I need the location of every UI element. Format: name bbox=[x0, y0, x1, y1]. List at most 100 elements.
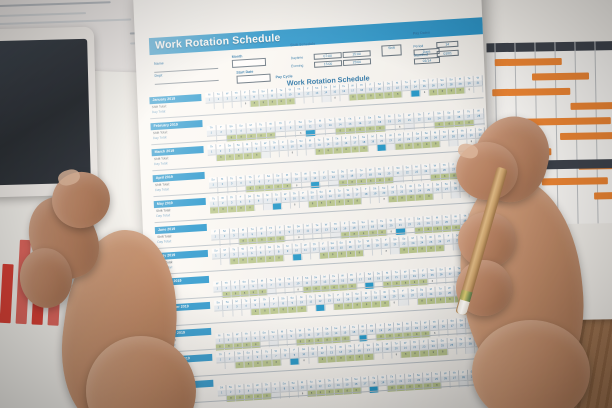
schedule-cell[interactable]: 8 bbox=[393, 91, 403, 98]
schedule-cell[interactable] bbox=[391, 247, 401, 254]
schedule-cell[interactable] bbox=[254, 204, 264, 211]
schedule-cell[interactable]: 8 bbox=[410, 350, 421, 357]
schedule-cell[interactable]: 8 bbox=[319, 252, 329, 259]
shift-code-box[interactable]: Shift bbox=[381, 44, 402, 57]
schedule-cell[interactable] bbox=[364, 249, 374, 256]
shift-daytime-end[interactable]: 15:00 bbox=[342, 50, 371, 59]
schedule-cell[interactable]: 8 bbox=[342, 146, 352, 153]
schedule-cell[interactable]: 8 bbox=[236, 205, 247, 212]
schedule-cell[interactable]: 8 bbox=[424, 193, 435, 200]
schedule-cell[interactable]: 8 bbox=[239, 257, 249, 264]
schedule-cell[interactable] bbox=[270, 151, 280, 158]
schedule-cell[interactable] bbox=[399, 299, 409, 306]
schedule-cell[interactable] bbox=[368, 144, 379, 152]
schedule-cell[interactable]: 8 bbox=[259, 99, 269, 106]
schedule-cell[interactable]: 8 bbox=[359, 145, 370, 152]
schedule-cell[interactable]: 8 bbox=[318, 356, 328, 363]
schedule-cell[interactable]: 8 bbox=[422, 141, 432, 148]
schedule-cell[interactable]: 8 bbox=[390, 299, 400, 307]
schedule-cell[interactable]: 8 bbox=[406, 194, 417, 201]
schedule-cell[interactable]: 8 bbox=[371, 301, 382, 308]
schedule-cell[interactable] bbox=[386, 143, 397, 150]
schedule-cell[interactable]: 8 bbox=[456, 87, 466, 94]
schedule-cell[interactable] bbox=[313, 96, 323, 103]
schedule-cell[interactable] bbox=[232, 101, 242, 108]
shift-daytime-start[interactable]: 07:00 bbox=[313, 52, 342, 60]
schedule-cell[interactable] bbox=[433, 193, 443, 200]
schedule-cell[interactable]: 8 bbox=[234, 153, 244, 160]
schedule-cell[interactable]: 8 bbox=[392, 351, 402, 358]
schedule-cell[interactable]: 8 bbox=[260, 308, 271, 315]
schedule-cell[interactable] bbox=[371, 196, 381, 204]
schedule-cell[interactable] bbox=[299, 201, 309, 208]
schedule-cell[interactable]: 8 bbox=[333, 147, 343, 154]
pay-start-value[interactable]: 01/01 bbox=[436, 49, 459, 58]
schedule-cell[interactable]: 8 bbox=[241, 100, 251, 107]
schedule-cell[interactable] bbox=[225, 362, 236, 369]
schedule-cell[interactable] bbox=[242, 309, 252, 316]
schedule-cell[interactable] bbox=[223, 310, 234, 317]
schedule-cell[interactable]: 8 bbox=[247, 256, 258, 263]
schedule-cell[interactable]: 8 bbox=[348, 94, 359, 101]
schedule-cell[interactable]: 8 bbox=[343, 302, 354, 309]
schedule-cell[interactable]: 8 bbox=[395, 143, 405, 150]
schedule-cell[interactable]: 8 bbox=[436, 297, 446, 304]
schedule-cell[interactable]: 8 bbox=[279, 306, 289, 314]
schedule-cell[interactable]: 8 bbox=[336, 355, 347, 362]
field-month-input[interactable] bbox=[231, 57, 267, 68]
schedule-cell[interactable]: 8 bbox=[252, 152, 262, 159]
schedule-cell[interactable] bbox=[474, 86, 484, 93]
schedule-cell[interactable]: 8 bbox=[272, 359, 282, 366]
schedule-cell[interactable]: 8 bbox=[401, 351, 411, 358]
schedule-cell[interactable]: 8 bbox=[438, 88, 448, 95]
schedule-cell[interactable] bbox=[442, 192, 452, 199]
schedule-cell[interactable]: 8 bbox=[427, 297, 437, 304]
schedule-cell[interactable]: 8 bbox=[353, 198, 363, 205]
schedule-cell[interactable]: 8 bbox=[218, 206, 229, 213]
schedule-cell[interactable]: 8 bbox=[435, 244, 446, 252]
schedule-cell[interactable]: 8 bbox=[465, 86, 475, 93]
schedule-cell[interactable] bbox=[232, 309, 243, 316]
schedule-cell[interactable]: 8 bbox=[427, 245, 437, 252]
schedule-cell[interactable]: 8 bbox=[265, 255, 276, 262]
schedule-cell[interactable]: 8 bbox=[225, 154, 235, 161]
schedule-cell[interactable]: 8 bbox=[429, 89, 439, 96]
schedule-cell[interactable] bbox=[297, 149, 307, 156]
schedule-cell[interactable] bbox=[205, 103, 215, 110]
schedule-cell[interactable]: 8 bbox=[324, 147, 334, 154]
schedule-cell[interactable]: 8 bbox=[438, 349, 448, 356]
schedule-cell[interactable]: 8 bbox=[364, 353, 374, 360]
schedule-cell[interactable]: 8 bbox=[274, 255, 285, 262]
schedule-cell[interactable]: 8 bbox=[216, 154, 226, 161]
schedule-cell[interactable]: 8 bbox=[397, 195, 408, 202]
schedule-cell[interactable] bbox=[292, 253, 302, 261]
schedule-cell[interactable]: 8 bbox=[389, 195, 399, 202]
schedule-cell[interactable]: 8 bbox=[380, 196, 390, 203]
schedule-cell[interactable]: 8 bbox=[328, 251, 338, 258]
schedule-cell[interactable]: 8 bbox=[346, 250, 356, 257]
schedule-cell[interactable]: 8 bbox=[400, 247, 410, 254]
schedule-cell[interactable]: 8 bbox=[404, 142, 414, 149]
schedule-cell[interactable] bbox=[207, 155, 218, 162]
schedule-cell[interactable]: 8 bbox=[297, 305, 308, 312]
schedule-cell[interactable] bbox=[377, 144, 388, 151]
schedule-cell[interactable]: 8 bbox=[417, 298, 428, 305]
schedule-cell[interactable]: 8 bbox=[230, 257, 240, 264]
schedule-cell[interactable]: 8 bbox=[235, 361, 245, 368]
pay-period-value[interactable]: 14 bbox=[436, 40, 459, 49]
schedule-cell[interactable] bbox=[281, 358, 291, 365]
schedule-cell[interactable] bbox=[290, 358, 300, 365]
schedule-cell[interactable]: 8 bbox=[447, 87, 457, 95]
schedule-cell[interactable]: 8 bbox=[277, 98, 287, 105]
schedule-cell[interactable] bbox=[373, 248, 383, 255]
schedule-cell[interactable]: 8 bbox=[344, 198, 354, 205]
schedule-cell[interactable] bbox=[214, 311, 224, 318]
schedule-cell[interactable] bbox=[411, 90, 421, 97]
field-start-date-input[interactable] bbox=[236, 73, 271, 84]
schedule-cell[interactable]: 8 bbox=[335, 199, 345, 206]
schedule-cell[interactable]: 8 bbox=[345, 354, 356, 361]
schedule-cell[interactable] bbox=[304, 96, 314, 104]
schedule-cell[interactable]: 8 bbox=[429, 349, 439, 356]
schedule-cell[interactable] bbox=[402, 90, 412, 97]
schedule-cell[interactable]: 8 bbox=[337, 251, 347, 258]
